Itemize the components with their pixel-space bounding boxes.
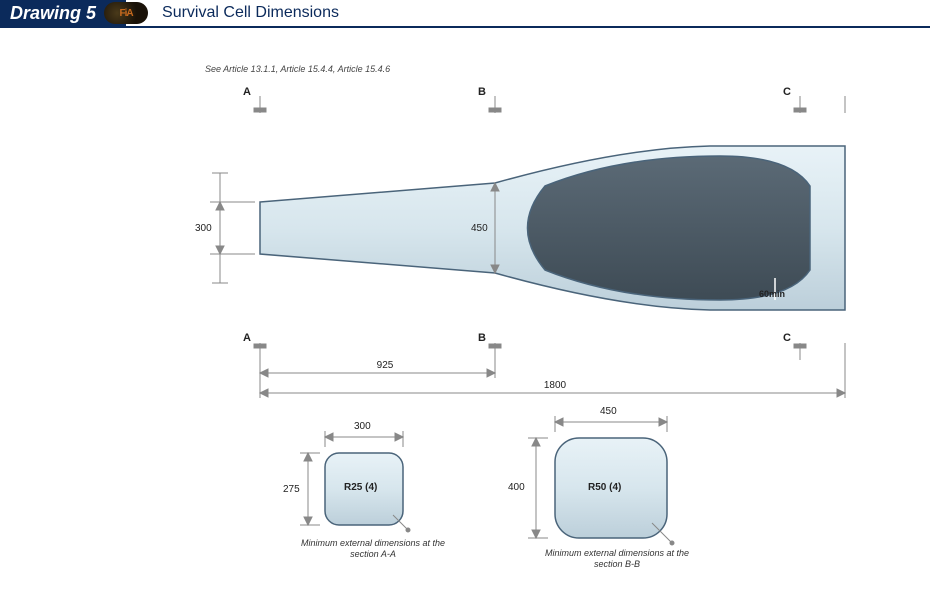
secB-caption: Minimum external dimensions at the secti… bbox=[532, 548, 702, 570]
dim-label-60min: 60min bbox=[759, 289, 785, 299]
section-label-B-top: B bbox=[478, 86, 486, 98]
secA-caption: Minimum external dimensions at the secti… bbox=[298, 538, 448, 560]
secB-radius-label: R50 (4) bbox=[588, 482, 621, 493]
cockpit-opening bbox=[528, 156, 811, 300]
drawing-number: Drawing 5 bbox=[10, 3, 96, 24]
article-reference-note: See Article 13.1.1, Article 15.4.4, Arti… bbox=[205, 64, 390, 74]
section-label-A-top: A bbox=[243, 86, 251, 98]
dim-label-1800: 1800 bbox=[530, 380, 580, 391]
dim-height-A bbox=[210, 173, 255, 283]
plan-view-svg bbox=[150, 78, 870, 398]
secB-width-label: 450 bbox=[600, 406, 617, 417]
section-label-A-bottom: A bbox=[243, 332, 251, 344]
section-label-B-bottom: B bbox=[478, 332, 486, 344]
section-label-C-bottom: C bbox=[783, 332, 791, 344]
dim-label-450: 450 bbox=[471, 223, 488, 234]
dim-1800 bbox=[260, 360, 845, 398]
dim-label-925: 925 bbox=[365, 360, 405, 371]
section-label-C-top: C bbox=[783, 86, 791, 98]
secA-width-label: 300 bbox=[354, 421, 371, 432]
secB-height-label: 400 bbox=[508, 482, 525, 493]
fia-logo-text: FiA bbox=[119, 8, 132, 19]
dim-label-300: 300 bbox=[195, 223, 212, 234]
secA-radius-label: R25 (4) bbox=[344, 482, 377, 493]
secA-height-label: 275 bbox=[283, 484, 300, 495]
page-title: Survival Cell Dimensions bbox=[162, 4, 339, 22]
fia-logo: FiA bbox=[104, 2, 148, 24]
header-bar: Drawing 5 FiA Survival Cell Dimensions bbox=[0, 0, 930, 28]
drawing-canvas: See Article 13.1.1, Article 15.4.4, Arti… bbox=[0, 28, 930, 592]
